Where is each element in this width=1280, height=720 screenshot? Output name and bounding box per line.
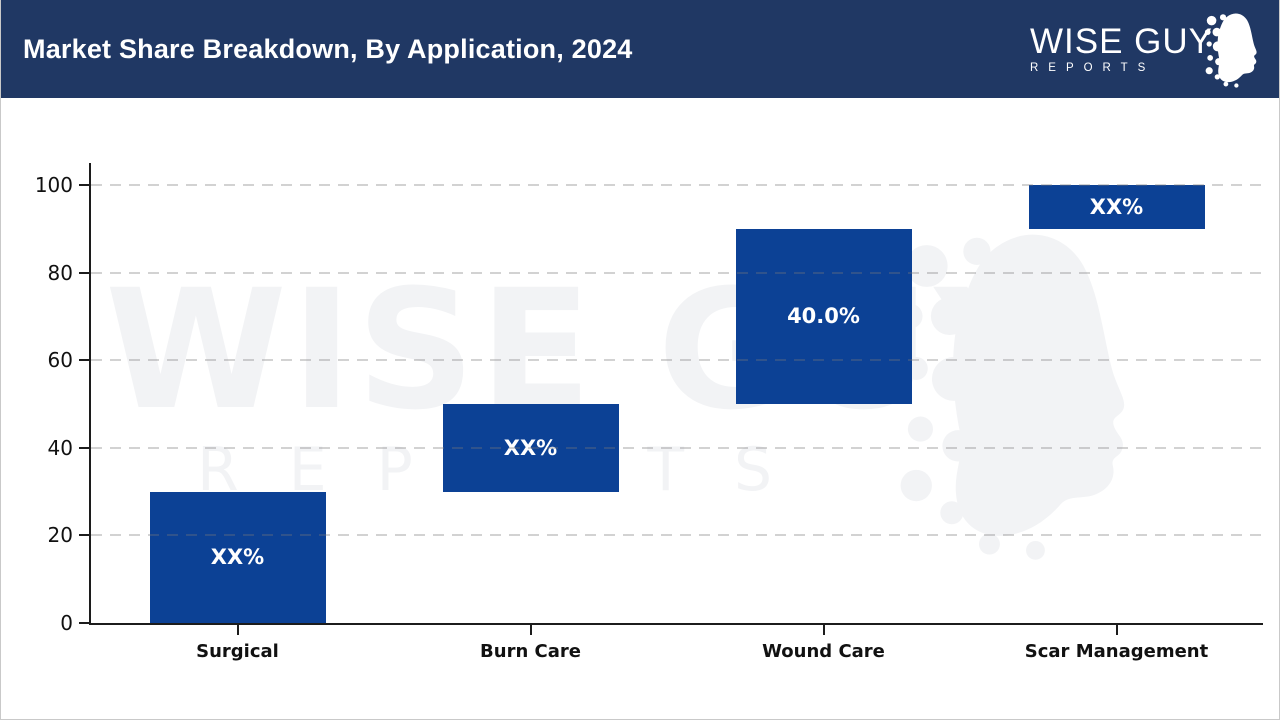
bar-surgical: XX% <box>149 491 326 623</box>
x-axis-category-label-surgical: Surgical <box>196 641 279 662</box>
logo-text: WISE GUY REPORTS <box>1029 21 1213 74</box>
gridline-y-40 <box>91 446 1263 449</box>
y-axis-tick-label: 60 <box>47 348 73 373</box>
gridline-y-20 <box>91 534 1263 537</box>
gridline-y-100 <box>91 183 1263 186</box>
x-axis-category-label-burn-care: Burn Care <box>480 641 581 662</box>
logo-subtitle: REPORTS <box>1029 61 1156 74</box>
bar-scar-management: XX% <box>1028 184 1205 229</box>
x-axis-category-label-scar-management: Scar Management <box>1024 641 1209 662</box>
x-axis-tick <box>529 625 532 635</box>
chart-plot-area: XX% XX% 40.0% XX% 0 20 40 60 80 100 Surgical Burn C… <box>35 163 1263 662</box>
x-axis-tick <box>822 625 825 635</box>
gridline-y-60 <box>91 359 1263 362</box>
y-axis-tick <box>79 622 89 624</box>
y-axis-tick-label: 100 <box>34 172 73 197</box>
y-axis-tick-label: 20 <box>47 523 73 548</box>
gridline-y-80 <box>91 271 1263 274</box>
header-banner: Market Share Breakdown, By Application, … <box>1 0 1279 98</box>
bar-value-label: 40.0% <box>787 304 860 329</box>
y-axis-tick-label: 40 <box>47 435 73 460</box>
y-axis-tick <box>79 359 89 362</box>
y-axis-tick <box>79 271 89 274</box>
y-axis-tick-label: 0 <box>60 611 73 635</box>
y-axis-tick-label: 80 <box>47 260 73 285</box>
y-axis-tick <box>79 183 89 186</box>
bar-burn-care: XX% <box>442 403 619 492</box>
logo-wordmark: WISE GUY <box>1029 21 1213 61</box>
x-axis-tick <box>1115 625 1118 635</box>
bar-value-label: XX% <box>210 545 265 570</box>
bar-value-label: XX% <box>1089 194 1144 219</box>
bar-value-label: XX% <box>503 435 558 460</box>
face-profile-dots-icon <box>1203 10 1265 89</box>
page-title: Market Share Breakdown, By Application, … <box>23 33 633 64</box>
wise-guy-reports-logo: WISE GUY REPORTS <box>1030 10 1265 89</box>
x-axis-tick <box>236 625 239 635</box>
y-axis-tick <box>79 534 89 537</box>
y-axis-tick <box>79 446 89 449</box>
bar-wound-care: 40.0% <box>735 228 912 404</box>
x-axis-category-label-wound-care: Wound Care <box>762 641 885 662</box>
